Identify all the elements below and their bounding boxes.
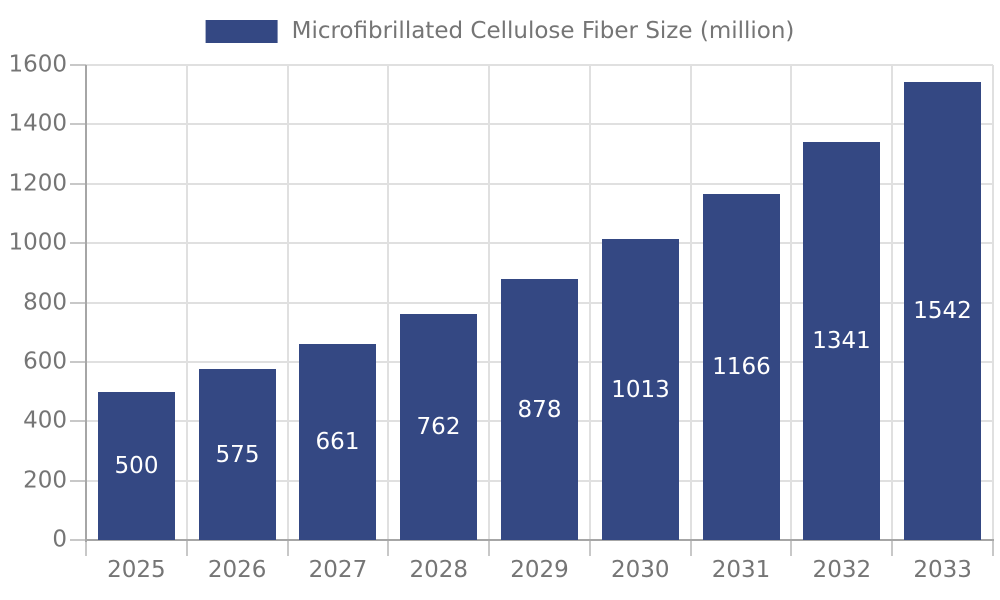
x-axis-tick bbox=[488, 540, 491, 556]
y-axis-label: 400 bbox=[23, 407, 67, 434]
bar-value-label: 661 bbox=[315, 428, 360, 455]
y-axis-label: 1600 bbox=[8, 51, 67, 78]
bar-value-label: 762 bbox=[416, 413, 461, 440]
x-axis-tick bbox=[286, 540, 289, 556]
bar-value-label: 878 bbox=[517, 396, 562, 423]
gridline-vertical bbox=[992, 65, 994, 540]
x-axis-tick bbox=[790, 540, 793, 556]
gridline-vertical bbox=[891, 65, 894, 540]
bar-value-label: 1166 bbox=[712, 353, 771, 380]
x-axis-label: 2026 bbox=[207, 557, 267, 583]
gridline-vertical bbox=[588, 65, 591, 540]
y-axis-label: 1200 bbox=[8, 170, 67, 197]
y-axis-tick bbox=[70, 123, 86, 126]
legend-label: Microfibrillated Cellulose Fiber Size (m… bbox=[291, 18, 795, 44]
y-axis-label: 1000 bbox=[8, 229, 67, 256]
y-axis-tick bbox=[70, 539, 86, 541]
x-axis-tick bbox=[689, 540, 692, 556]
gridline-vertical bbox=[185, 65, 188, 540]
y-axis-tick bbox=[70, 420, 86, 423]
bar-2031: 1166 bbox=[703, 193, 780, 540]
bar-2029: 878 bbox=[501, 279, 578, 540]
x-axis-label: 2030 bbox=[610, 557, 670, 583]
bar-value-label: 1542 bbox=[913, 298, 972, 325]
y-axis-tick bbox=[70, 182, 86, 185]
gridline-vertical bbox=[689, 65, 692, 540]
bar-2025: 500 bbox=[98, 391, 175, 540]
x-axis-label: 2033 bbox=[913, 557, 972, 583]
x-axis-label: 2025 bbox=[107, 557, 166, 583]
x-axis-tick bbox=[85, 540, 87, 556]
gridline-horizontal bbox=[86, 64, 993, 66]
y-axis-line bbox=[85, 65, 87, 542]
gridline-vertical bbox=[387, 65, 390, 540]
bar-2028: 762 bbox=[400, 313, 477, 540]
x-axis-tick bbox=[387, 540, 390, 556]
bar-value-label: 1013 bbox=[611, 376, 670, 403]
x-axis-label: 2032 bbox=[812, 557, 872, 583]
gridline-vertical bbox=[488, 65, 491, 540]
y-axis-label: 800 bbox=[23, 289, 67, 315]
x-axis-label: 2029 bbox=[510, 557, 569, 583]
y-axis-tick bbox=[70, 242, 86, 245]
x-axis-tick bbox=[992, 540, 994, 556]
bar-2027: 661 bbox=[299, 343, 376, 540]
bar-2032: 1341 bbox=[803, 141, 880, 540]
bar-value-label: 500 bbox=[114, 452, 159, 479]
bar-2030: 1013 bbox=[602, 239, 679, 540]
y-axis-label: 0 bbox=[52, 526, 67, 553]
bar-value-label: 575 bbox=[215, 441, 260, 468]
y-axis-tick bbox=[70, 479, 86, 482]
bar-2033: 1542 bbox=[904, 82, 981, 540]
y-axis-tick bbox=[70, 301, 86, 304]
gridline-horizontal bbox=[86, 242, 993, 245]
x-axis-label: 2028 bbox=[409, 557, 468, 583]
x-axis-tick bbox=[891, 540, 894, 556]
x-axis-line bbox=[85, 539, 994, 541]
bar-value-label: 1341 bbox=[812, 327, 871, 354]
gridline-vertical bbox=[286, 65, 289, 540]
y-axis-label: 600 bbox=[23, 348, 67, 375]
x-axis-label: 2031 bbox=[711, 557, 771, 583]
gridline-vertical bbox=[790, 65, 793, 540]
y-axis-label: 200 bbox=[23, 467, 67, 494]
gridline-horizontal bbox=[86, 123, 993, 126]
legend[interactable]: Microfibrillated Cellulose Fiber Size (m… bbox=[205, 18, 795, 44]
y-axis-tick bbox=[70, 64, 86, 66]
y-axis-tick bbox=[70, 360, 86, 363]
x-axis-tick bbox=[588, 540, 591, 556]
y-axis-label: 1400 bbox=[8, 110, 67, 137]
legend-swatch bbox=[205, 19, 278, 43]
x-axis-label: 2027 bbox=[308, 557, 368, 583]
bar-2026: 575 bbox=[199, 369, 276, 540]
x-axis-tick bbox=[185, 540, 188, 556]
gridline-horizontal bbox=[86, 182, 993, 185]
